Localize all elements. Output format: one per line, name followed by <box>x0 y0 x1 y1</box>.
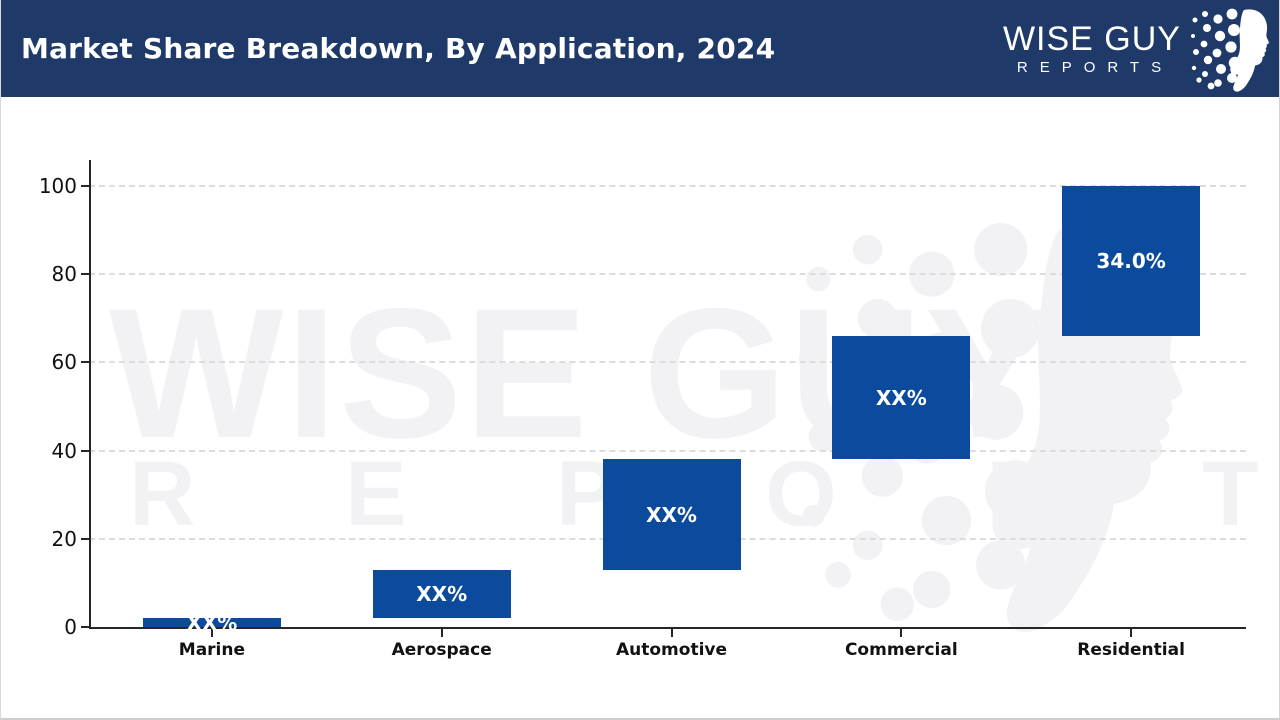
category-label-marine: Marine <box>178 640 246 660</box>
y-axis-tick-mark <box>81 361 89 364</box>
bar-value-label-automotive: XX% <box>646 502 697 527</box>
bar-value-label-residential: 34.0% <box>1096 248 1166 273</box>
category-label-commercial: Commercial <box>844 640 958 660</box>
wise-guy-reports-logo: WISE GUY REPORTS <box>1003 6 1269 92</box>
y-axis-tick-label: 0 <box>64 615 77 639</box>
category-label-residential: Residential <box>1077 640 1185 660</box>
y-axis-tick-mark <box>81 449 89 452</box>
y-axis-tick-label: 40 <box>51 438 77 463</box>
gridline-60 <box>89 361 1246 364</box>
gridline-40 <box>89 449 1246 452</box>
y-axis-tick-mark <box>81 537 89 540</box>
x-axis-tick-mark <box>210 629 213 637</box>
y-axis-tick-mark <box>81 273 89 276</box>
x-axis-line <box>89 627 1246 629</box>
bar-value-label-aerospace: XX% <box>416 581 468 606</box>
y-axis-tick-label: 60 <box>51 350 77 375</box>
y-axis-tick-mark <box>81 626 89 628</box>
bar-marine <box>142 618 281 627</box>
bar-value-label-commercial: XX% <box>875 385 927 410</box>
header-bar: Market Share Breakdown, By Application, … <box>1 0 1279 97</box>
logo-text: WISE GUY REPORTS <box>1003 22 1181 75</box>
y-axis-tick-mark <box>81 185 89 187</box>
logo-sub-text: REPORTS <box>1016 59 1174 76</box>
bar-aerospace <box>372 569 511 619</box>
bar-value-label-marine: XX% <box>186 610 238 635</box>
page-title: Market Share Breakdown, By Application, … <box>21 32 776 65</box>
category-label-automotive: Automotive <box>615 640 728 660</box>
y-axis-line <box>89 160 91 629</box>
bar-automotive <box>602 459 741 570</box>
gridline-100 <box>89 185 1246 187</box>
x-axis-tick-mark <box>440 629 443 637</box>
y-axis-tick-label: 100 <box>38 174 77 198</box>
x-axis-tick-mark <box>900 629 903 637</box>
gridline-80 <box>89 273 1246 276</box>
logo-name-text: WISE GUY <box>1002 20 1181 58</box>
logo-dotted-head-icon <box>1191 8 1269 92</box>
x-axis-tick-mark <box>670 629 673 637</box>
y-axis-tick-label: 20 <box>51 526 77 551</box>
x-axis-tick-mark <box>1130 629 1133 637</box>
category-label-aerospace: Aerospace <box>391 640 492 660</box>
y-axis-tick-label: 80 <box>51 262 77 287</box>
